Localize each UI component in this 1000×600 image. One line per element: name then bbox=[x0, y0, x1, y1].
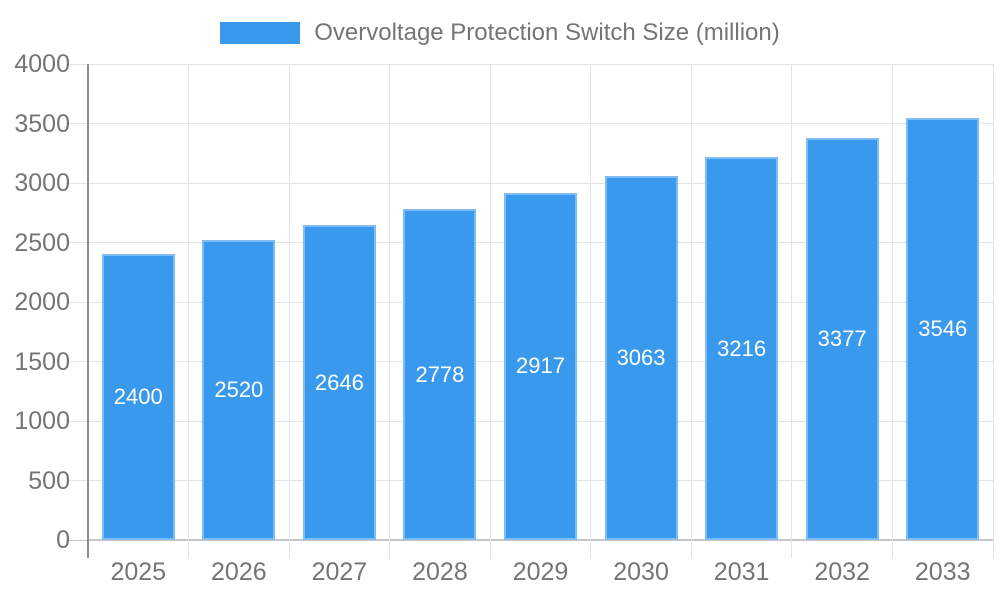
y-tick-4000 bbox=[68, 63, 88, 65]
y-tick-2000 bbox=[68, 301, 88, 303]
gridline-y-3000 bbox=[88, 182, 993, 184]
y-tick-3500 bbox=[68, 123, 88, 124]
gridline-x-5 bbox=[590, 64, 592, 558]
bar-2030[interactable] bbox=[604, 175, 678, 540]
x-axis-label-2033: 2033 bbox=[914, 558, 971, 586]
y-axis-line bbox=[87, 64, 89, 558]
gridline-y-4000 bbox=[88, 63, 993, 65]
gridline-x-9 bbox=[992, 64, 994, 558]
bar-2029[interactable] bbox=[504, 192, 577, 540]
y-axis-label-3000: 3000 bbox=[14, 169, 70, 197]
y-axis-label-4000: 4000 bbox=[14, 50, 70, 78]
x-axis-label-2027: 2027 bbox=[311, 558, 368, 586]
y-axis-label-2500: 2500 bbox=[14, 228, 70, 257]
x-axis-label-2031: 2031 bbox=[713, 558, 770, 586]
gridline-x-7 bbox=[791, 64, 793, 558]
y-axis-label-3500: 3500 bbox=[14, 109, 70, 138]
gridline-y-0 bbox=[88, 539, 993, 541]
y-tick-1500 bbox=[68, 361, 88, 362]
y-axis-label-500: 500 bbox=[28, 466, 70, 495]
bar-value-label-2026: 2520 bbox=[214, 377, 264, 403]
bar-value-label-2031: 3216 bbox=[717, 335, 767, 361]
x-axis-label-2030: 2030 bbox=[613, 558, 669, 586]
y-tick-0 bbox=[68, 539, 88, 541]
y-axis-label-1000: 1000 bbox=[14, 407, 70, 435]
bar-value-label-2033: 3546 bbox=[918, 316, 968, 341]
bar-2026[interactable] bbox=[202, 240, 276, 540]
gridline-x-2 bbox=[288, 64, 290, 558]
y-tick-3000 bbox=[68, 182, 88, 184]
x-axis-label-2032: 2032 bbox=[814, 558, 870, 586]
x-axis-label-2029: 2029 bbox=[512, 558, 569, 586]
bar-2031[interactable] bbox=[705, 157, 779, 540]
bar-value-label-2029: 2917 bbox=[516, 353, 565, 379]
bar-2028[interactable] bbox=[403, 209, 477, 540]
bar-value-label-2028: 2778 bbox=[415, 361, 465, 387]
y-axis-label-1500: 1500 bbox=[14, 347, 70, 376]
y-tick-2500 bbox=[68, 242, 88, 243]
y-axis-label-0: 0 bbox=[56, 526, 70, 554]
y-tick-500 bbox=[68, 480, 88, 481]
gridline-x-6 bbox=[690, 64, 692, 558]
bar-2025[interactable] bbox=[101, 254, 175, 540]
y-tick-1000 bbox=[68, 420, 88, 422]
gridline-x-4 bbox=[489, 64, 491, 558]
gridline-x-8 bbox=[891, 64, 893, 558]
gridline-y-3500 bbox=[88, 123, 993, 124]
legend[interactable]: Overvoltage Protection Switch Size (mill… bbox=[0, 19, 1000, 47]
gridline-x-1 bbox=[188, 64, 190, 558]
x-axis-label-2028: 2028 bbox=[412, 558, 468, 586]
bar-2033[interactable] bbox=[906, 118, 980, 540]
legend-label: Overvoltage Protection Switch Size (mill… bbox=[314, 19, 780, 46]
x-axis-label-2025: 2025 bbox=[110, 558, 167, 586]
bar-value-label-2030: 3063 bbox=[616, 344, 666, 370]
x-axis-label-2026: 2026 bbox=[211, 558, 267, 586]
gridline-x-3 bbox=[389, 64, 391, 558]
bar-2027[interactable] bbox=[302, 225, 376, 540]
bar-2032[interactable] bbox=[805, 138, 879, 540]
bar-value-label-2025: 2400 bbox=[113, 384, 163, 410]
y-axis-label-2000: 2000 bbox=[14, 288, 70, 316]
bar-value-label-2027: 2646 bbox=[314, 369, 364, 395]
bar-value-label-2032: 3377 bbox=[817, 326, 867, 352]
legend-swatch-icon bbox=[220, 22, 301, 44]
